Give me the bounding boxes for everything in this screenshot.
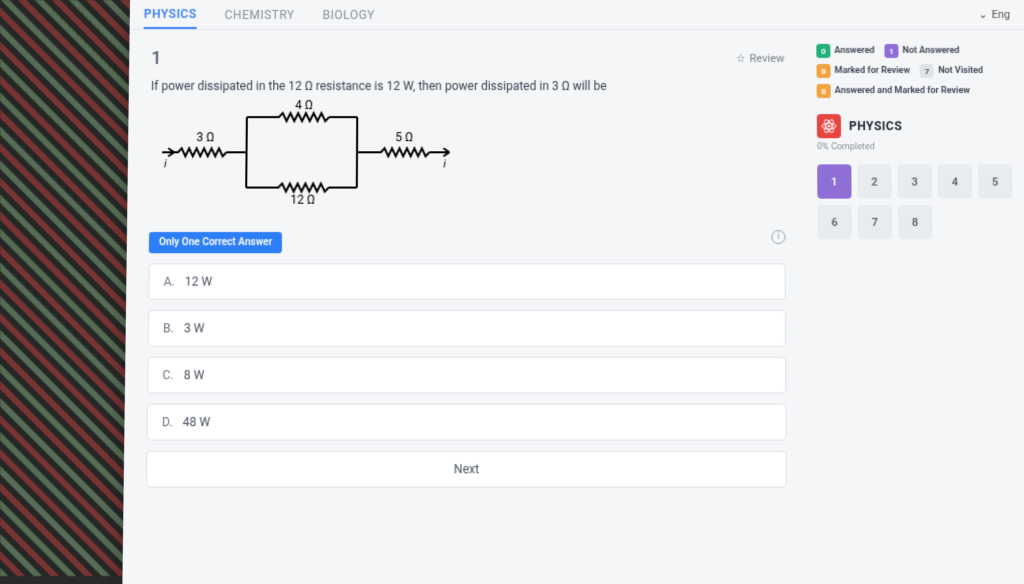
legend-label: Answered — [834, 46, 874, 56]
review-label: Review — [750, 52, 785, 65]
legend-answered: 0 Answered — [816, 44, 874, 58]
option-text: 48 W — [183, 415, 211, 429]
subject-header: PHYSICS — [817, 114, 1016, 138]
option-text: 12 W — [185, 275, 213, 289]
subject-tabs: PHYSICS CHEMISTRY BIOLOGY ⌄ Eng — [130, 0, 1024, 30]
subject-name: PHYSICS — [849, 119, 902, 133]
question-palette: 12345 678 — [817, 164, 1017, 239]
app-screen: PHYSICS CHEMISTRY BIOLOGY ⌄ Eng 1 ☆ Revi… — [122, 0, 1024, 584]
language-label: Eng — [992, 8, 1011, 21]
legend-not_answered: 1 Not Answered — [885, 44, 960, 58]
option-letter: D. — [162, 415, 173, 429]
option-b[interactable]: B. 3 W — [148, 310, 786, 347]
question-header: 1 ☆ Review — [151, 48, 784, 69]
circuit-diagram: 3 Ω 4 Ω 12 Ω 5 Ω i i — [155, 97, 785, 212]
review-toggle[interactable]: ☆ Review — [736, 52, 785, 65]
option-d[interactable]: D. 48 W — [147, 404, 787, 441]
svg-text:i: i — [164, 157, 167, 170]
question-text: If power dissipated in the 12 Ω resistan… — [151, 79, 785, 93]
atom-icon — [817, 114, 841, 138]
legend-marked: 0 Marked for Review — [816, 64, 910, 78]
legend-not_visited: 7 Not Visited — [920, 64, 983, 78]
legend-answered_marked: 0 Answered and Marked for Review — [817, 84, 1016, 98]
legend-label: Not Visited — [938, 66, 983, 76]
palette-q7[interactable]: 7 — [858, 205, 893, 239]
option-text: 8 W — [184, 368, 205, 382]
question-number: 1 — [151, 48, 162, 69]
legend-box: 0 — [816, 44, 830, 58]
tab-physics[interactable]: PHYSICS — [144, 7, 197, 29]
content-area: 1 ☆ Review If power dissipated in the 12… — [122, 30, 1024, 584]
options-list: A. 12 W B. 3 W C. 8 W D. 48 W — [147, 263, 787, 440]
palette-q6[interactable]: 6 — [817, 205, 851, 239]
legend-box: 0 — [817, 84, 831, 98]
language-selector[interactable]: ⌄ Eng — [978, 8, 1010, 21]
photo-background-fabric — [0, 0, 130, 576]
palette-q8[interactable]: 8 — [898, 205, 933, 239]
legend-label: Marked for Review — [834, 66, 910, 76]
status-legend: 0Answered1Not Answered0Marked for Review… — [816, 44, 1015, 98]
tab-chemistry[interactable]: CHEMISTRY — [225, 7, 295, 21]
option-c[interactable]: C. 8 W — [147, 357, 786, 394]
palette-q4[interactable]: 4 — [938, 164, 973, 198]
legend-label: Answered and Marked for Review — [835, 86, 970, 96]
palette-q2[interactable]: 2 — [857, 164, 891, 198]
star-icon: ☆ — [736, 52, 746, 65]
svg-text:3 Ω: 3 Ω — [196, 130, 214, 144]
palette-q1[interactable]: 1 — [817, 164, 851, 198]
legend-box: 7 — [920, 64, 934, 78]
svg-text:12 Ω: 12 Ω — [290, 193, 315, 207]
legend-box: 0 — [816, 64, 830, 78]
svg-text:4 Ω: 4 Ω — [295, 98, 313, 112]
svg-text:i: i — [443, 157, 446, 170]
option-letter: A. — [164, 275, 175, 289]
answer-type-badge: Only One Correct Answer — [149, 232, 282, 253]
chevron-down-icon: ⌄ — [978, 8, 987, 21]
next-button[interactable]: Next — [146, 451, 787, 488]
palette-q5[interactable]: 5 — [978, 164, 1013, 198]
question-panel: 1 ☆ Review If power dissipated in the 12… — [122, 30, 810, 584]
legend-label: Not Answered — [903, 46, 960, 56]
option-letter: B. — [163, 321, 174, 335]
option-a[interactable]: A. 12 W — [148, 263, 786, 300]
legend-box: 1 — [885, 44, 899, 58]
info-icon[interactable]: i — [771, 230, 785, 244]
circuit-svg: 3 Ω 4 Ω 12 Ω 5 Ω i i — [155, 97, 457, 208]
side-panel: 0Answered1Not Answered0Marked for Review… — [806, 30, 1024, 584]
progress-text: 0% Completed — [817, 142, 1016, 152]
svg-text:5 Ω: 5 Ω — [395, 130, 413, 144]
tab-biology[interactable]: BIOLOGY — [323, 7, 375, 21]
palette-q3[interactable]: 3 — [898, 164, 933, 198]
option-letter: C. — [162, 368, 173, 382]
option-text: 3 W — [184, 321, 205, 335]
